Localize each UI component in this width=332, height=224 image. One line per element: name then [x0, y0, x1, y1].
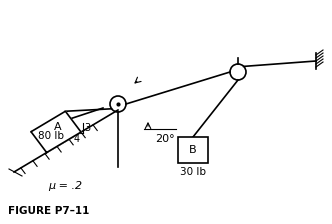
Text: 3: 3 — [84, 123, 90, 133]
Polygon shape — [31, 111, 81, 153]
Text: FIGURE P7–11: FIGURE P7–11 — [8, 206, 89, 216]
Text: 20°: 20° — [155, 134, 175, 144]
Text: A: A — [54, 122, 61, 132]
Text: B: B — [189, 145, 197, 155]
Text: 80 lb: 80 lb — [39, 131, 64, 141]
Text: μ = .2: μ = .2 — [48, 181, 82, 191]
Bar — [178, 137, 208, 163]
Text: 4: 4 — [73, 134, 80, 144]
Text: 30 lb: 30 lb — [180, 167, 206, 177]
